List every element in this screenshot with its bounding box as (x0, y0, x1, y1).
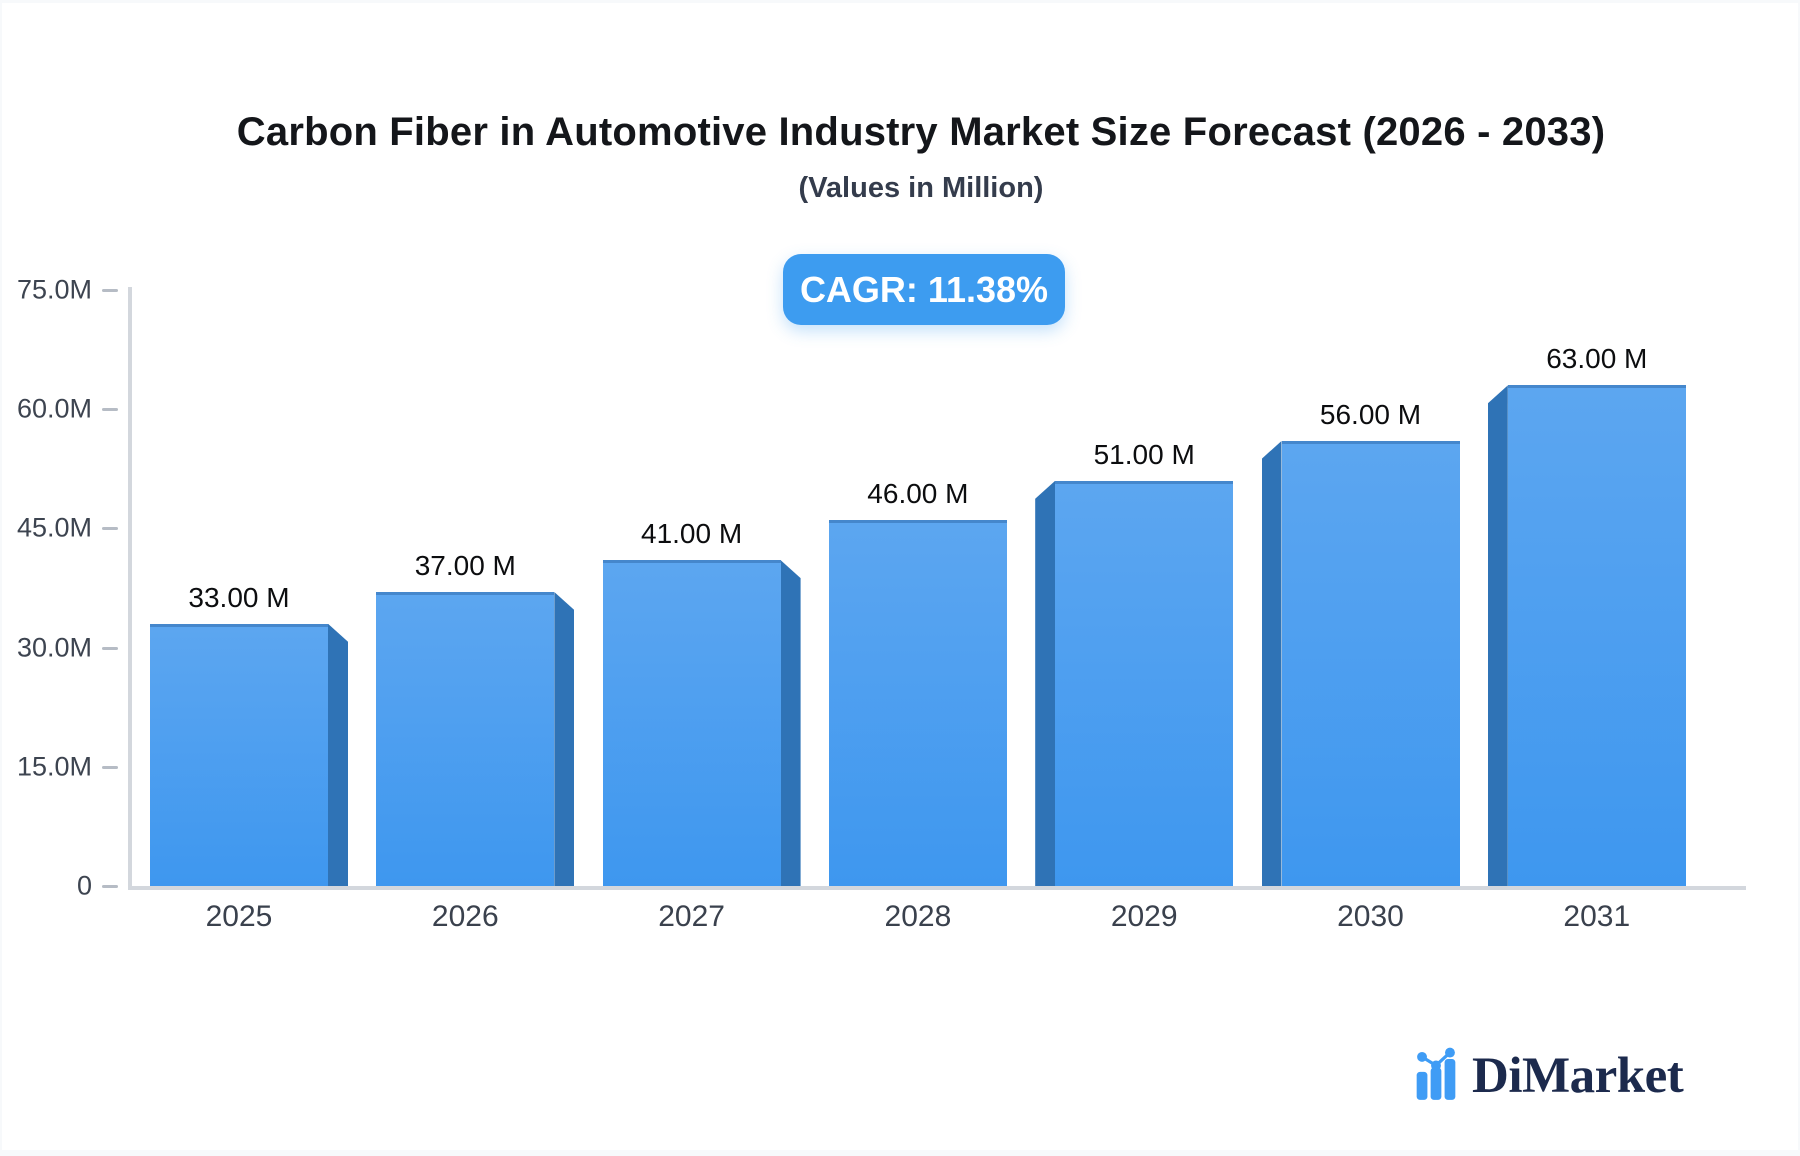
logo-wordmark: DiMarket (1472, 1048, 1684, 1104)
y-axis-tick-dash (102, 646, 118, 650)
x-axis-label: 2030 (1337, 900, 1404, 933)
bar-side-face (1487, 385, 1508, 886)
x-axis-label: 2031 (1563, 900, 1631, 933)
y-axis-tick-label: 15.0M (16, 751, 92, 782)
bar-side-face (1035, 480, 1056, 886)
y-axis-tick-label: 0 (76, 870, 92, 901)
y-axis-tick-label: 75.0M (16, 274, 92, 305)
y-axis-tick-dash (102, 885, 118, 888)
x-axis-label: 2026 (431, 900, 499, 933)
dimarket-logo: DiMarket (1412, 1040, 1712, 1102)
chart-title: Carbon Fiber in Automotive Industry Mark… (236, 110, 1606, 154)
bar-2027 (602, 560, 781, 886)
bar-value-label: 33.00 M (188, 581, 290, 613)
y-axis-tick-dash (102, 289, 118, 292)
bar-chart-logo-icon (1412, 1044, 1460, 1102)
bar-value-label: 56.00 M (1319, 398, 1422, 430)
bar-2031 (1507, 385, 1686, 886)
y-axis-tick-dash (102, 408, 118, 412)
x-axis-baseline (128, 886, 1746, 890)
bar-2025 (150, 623, 328, 886)
cagr-badge: CAGR: 11.38% (783, 254, 1065, 325)
bar-value-label: 46.00 M (867, 478, 969, 510)
bar-value-label: 41.00 M (641, 518, 743, 550)
y-axis-tick-dash (102, 765, 118, 769)
x-axis-label: 2029 (1110, 900, 1178, 933)
bar-side-face (554, 591, 575, 886)
bar-2030 (1281, 440, 1460, 886)
bar-value-label: 37.00 M (414, 549, 516, 581)
bar-2029 (1055, 480, 1234, 886)
bar-side-face (328, 623, 348, 886)
bar-2028 (828, 520, 1007, 886)
chart-subtitle: (Values in Million) (798, 172, 1044, 204)
y-axis-tick-label: 60.0M (16, 393, 92, 424)
bar-side-face (780, 560, 801, 886)
y-axis-tick-label: 30.0M (16, 632, 92, 663)
bar-value-label: 63.00 M (1546, 343, 1648, 375)
y-axis-tick-label: 45.0M (16, 512, 92, 543)
bar-value-label: 51.00 M (1093, 438, 1195, 470)
bar-side-face (1261, 440, 1282, 886)
x-axis-label: 2027 (658, 900, 725, 933)
y-axis-tick-dash (102, 527, 118, 531)
bar-2026 (376, 591, 555, 886)
x-axis-label: 2028 (884, 900, 952, 933)
x-axis-label: 2025 (205, 900, 273, 933)
y-axis-line (128, 287, 132, 888)
